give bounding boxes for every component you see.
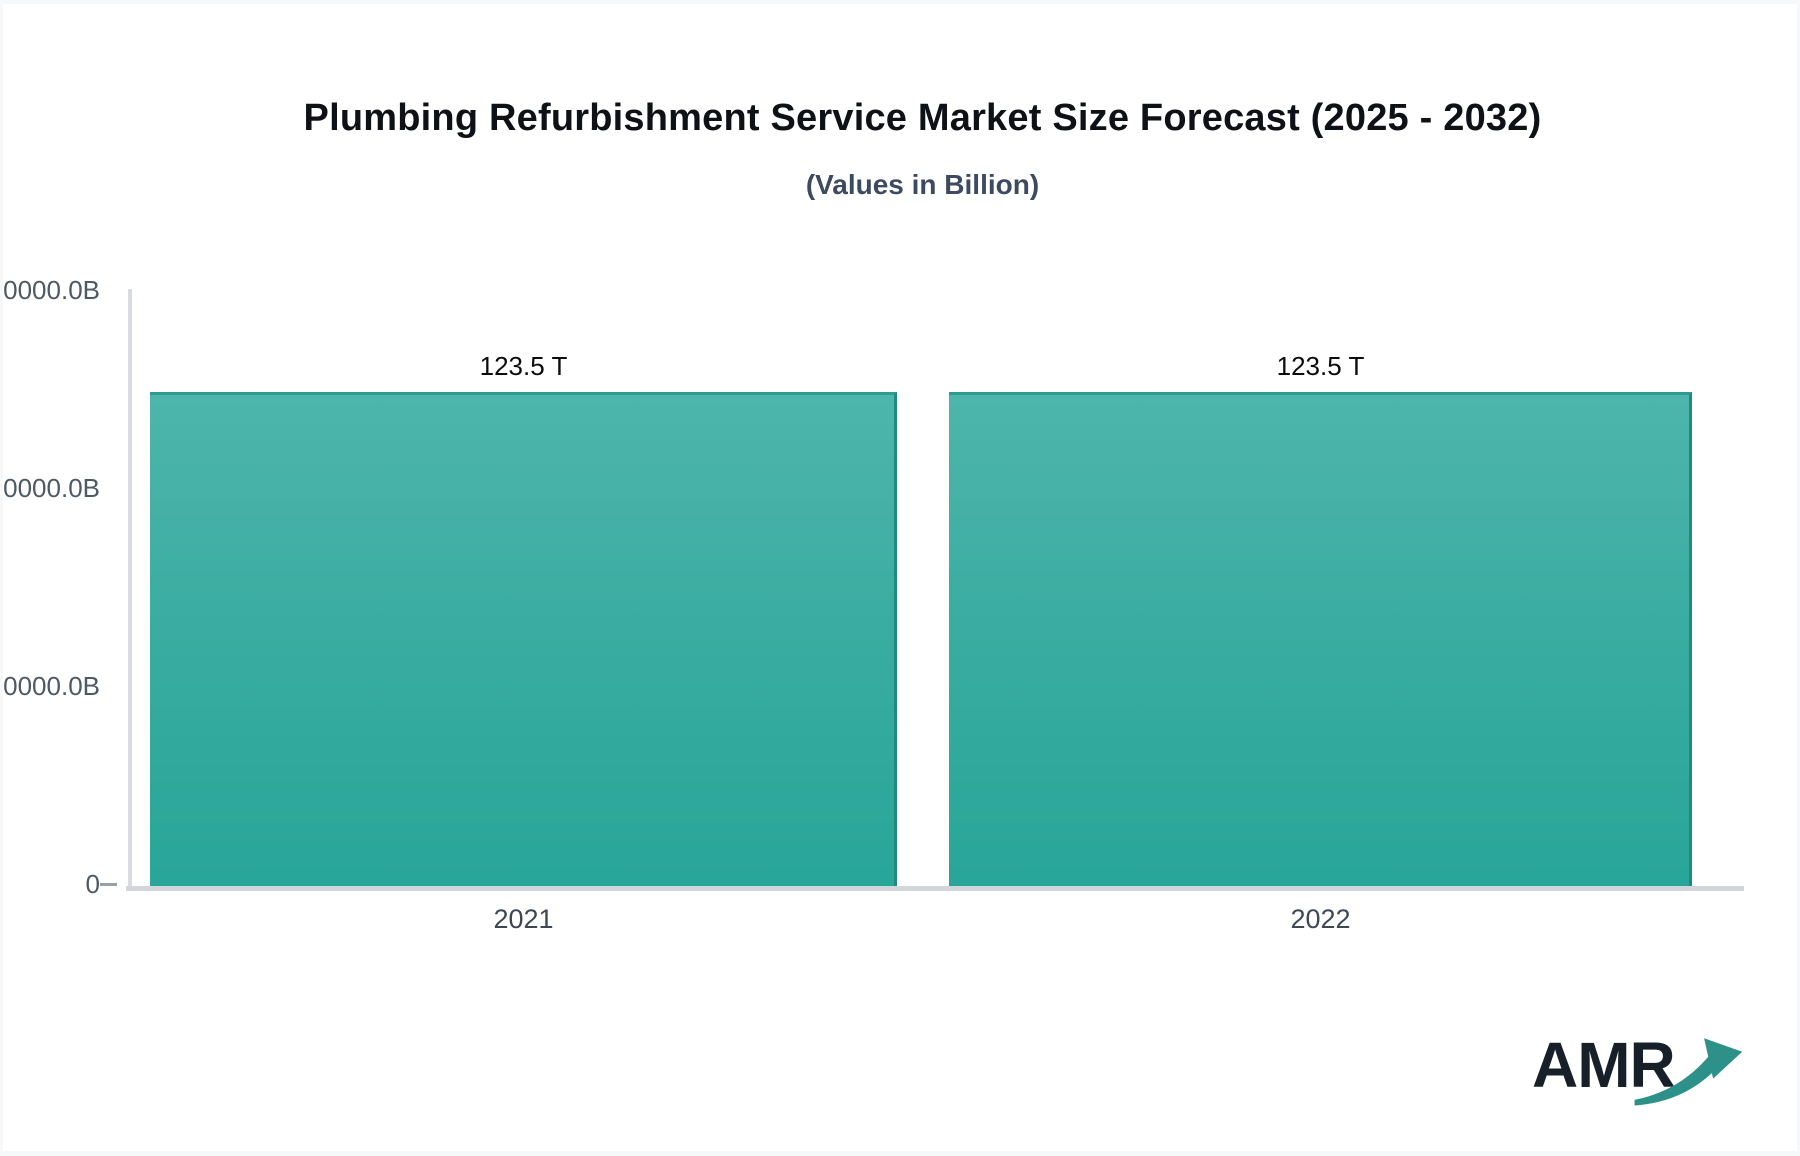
- amr-logo-text: AMR: [1532, 1029, 1676, 1101]
- bar-2021: [150, 392, 897, 886]
- bar-2022: [949, 392, 1692, 886]
- x-axis-category-label: 2022: [1290, 904, 1351, 934]
- y-axis-tick-label: 0000.0B: [3, 473, 100, 503]
- zero-tick-mark: [100, 883, 117, 886]
- chart-title: Plumbing Refurbishment Service Market Si…: [303, 97, 1542, 139]
- bar-value-label: 123.5 T: [1276, 351, 1365, 381]
- trend-up-arrow-icon: [1632, 1036, 1756, 1110]
- x-axis-category-label: 2021: [493, 904, 554, 934]
- y-axis-tick-label: 0000.0B: [3, 275, 100, 305]
- bar-value-label: 123.5 T: [479, 351, 568, 381]
- y-axis-tick-label: 0000.0B: [3, 671, 100, 701]
- amr-logo: AMR: [1520, 1022, 1770, 1122]
- x-axis-line: [126, 886, 1744, 891]
- y-axis-tick-label: 0: [85, 869, 100, 899]
- chart-subtitle: (Values in Billion): [805, 169, 1040, 200]
- y-axis-line: [128, 289, 132, 887]
